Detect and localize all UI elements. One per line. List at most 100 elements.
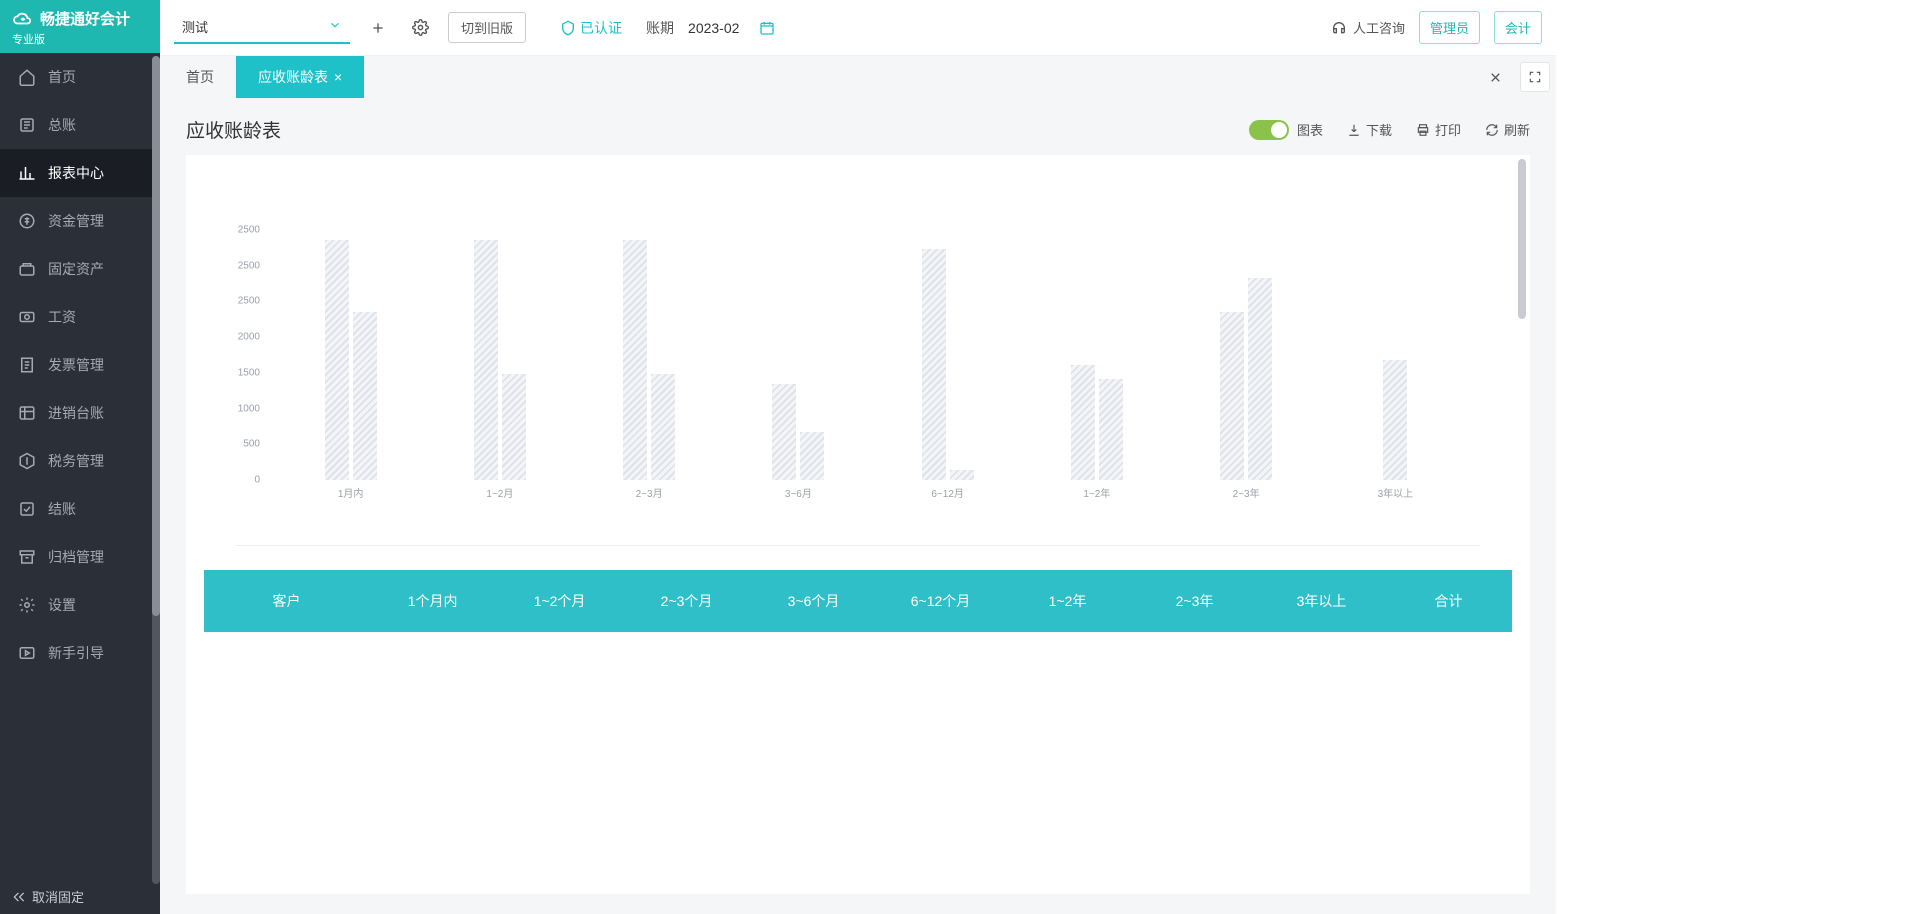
calendar-icon <box>759 20 775 36</box>
period-picker[interactable] <box>753 14 781 42</box>
x-category-label: 1~2年 <box>1083 485 1110 500</box>
chart-y-axis: 0500100015002000250025002500 <box>226 230 266 480</box>
sidebar-item-tax[interactable]: 税务管理 <box>0 437 160 485</box>
chart-toggle[interactable] <box>1249 120 1289 140</box>
bar-group <box>1071 365 1123 480</box>
plus-icon <box>370 20 386 36</box>
close-icon <box>18 500 36 518</box>
sidebar-item-stock[interactable]: 进销台账 <box>0 389 160 437</box>
certified-label: 已认证 <box>580 18 622 38</box>
bar-group <box>772 384 824 480</box>
sidebar-item-guide[interactable]: 新手引导 <box>0 629 160 677</box>
nav-label: 工资 <box>48 307 76 327</box>
aging-chart: 0500100015002000250025002500 1月内1~2月2~3月… <box>186 155 1530 545</box>
table-column-header: 1个月内 <box>369 591 496 611</box>
sidebar-item-home[interactable]: 首页 <box>0 53 160 101</box>
role-accountant-button[interactable]: 会计 <box>1494 11 1542 44</box>
gear-icon <box>412 19 429 36</box>
sidebar-item-invoice[interactable]: 发票管理 <box>0 341 160 389</box>
tab-label: 应收账龄表 <box>258 67 328 87</box>
main: 测试 切到旧版 已认证 账期 2023-02 <box>160 0 1556 914</box>
settings-button[interactable] <box>406 14 434 42</box>
brand-name: 畅捷通好会计 <box>40 8 130 29</box>
sidebar-item-archive[interactable]: 归档管理 <box>0 533 160 581</box>
nav-label: 进销台账 <box>48 403 104 423</box>
sidebar-unpin[interactable]: 取消固定 <box>0 879 160 914</box>
fullscreen-button[interactable] <box>1520 62 1550 92</box>
nav-label: 设置 <box>48 595 76 615</box>
close-icon <box>1488 70 1503 85</box>
sidebar-item-fund[interactable]: 资金管理 <box>0 197 160 245</box>
salary-icon <box>18 308 36 326</box>
print-label: 打印 <box>1435 120 1461 139</box>
role-admin-button[interactable]: 管理员 <box>1419 11 1480 44</box>
org-selector[interactable]: 测试 <box>174 11 350 44</box>
y-tick: 2500 <box>238 225 260 236</box>
home-icon <box>18 68 36 86</box>
tab-label: 首页 <box>186 67 214 87</box>
table-column-header: 2~3年 <box>1131 591 1258 611</box>
sidebar-item-asset[interactable]: 固定资产 <box>0 245 160 293</box>
sidebar-item-settings[interactable]: 设置 <box>0 581 160 629</box>
print-button[interactable]: 打印 <box>1416 120 1461 139</box>
table-column-header: 6~12个月 <box>877 591 1004 611</box>
period-label: 账期 <box>646 18 674 38</box>
table-column-header: 客户 <box>204 591 369 611</box>
bar-series1 <box>474 240 498 480</box>
sidebar-item-close[interactable]: 结账 <box>0 485 160 533</box>
ledger-icon <box>18 116 36 134</box>
bar-series1 <box>772 384 796 480</box>
nav-label: 发票管理 <box>48 355 104 375</box>
switch-old-button[interactable]: 切到旧版 <box>448 12 526 43</box>
brand-edition: 专业版 <box>12 31 148 47</box>
close-all-tabs[interactable] <box>1480 62 1510 92</box>
bar-series1 <box>1071 365 1095 480</box>
topbar: 测试 切到旧版 已认证 账期 2023-02 <box>160 0 1556 56</box>
sidebar-item-report[interactable]: 报表中心 <box>0 149 160 197</box>
refresh-label: 刷新 <box>1504 120 1530 139</box>
add-button[interactable] <box>364 14 392 42</box>
x-category-label: 2~3月 <box>636 485 663 500</box>
report-icon <box>18 164 36 182</box>
x-category-label: 1月内 <box>338 485 364 500</box>
chevron-down-icon <box>328 18 342 35</box>
settings-icon <box>18 596 36 614</box>
tab[interactable]: 应收账龄表 × <box>236 56 364 98</box>
table-column-header: 2~3个月 <box>623 591 750 611</box>
x-category-label: 1~2月 <box>486 485 513 500</box>
support-link[interactable]: 人工咨询 <box>1331 18 1405 37</box>
sidebar-item-ledger[interactable]: 总账 <box>0 101 160 149</box>
y-tick: 1500 <box>238 367 260 378</box>
bar-series1 <box>325 240 349 480</box>
download-button[interactable]: 下载 <box>1347 120 1392 139</box>
unpin-label: 取消固定 <box>32 887 84 906</box>
table-header: 客户1个月内1~2个月2~3个月3~6个月6~12个月1~2年2~3年3年以上合… <box>204 570 1512 632</box>
y-tick: 2500 <box>238 260 260 271</box>
sidebar-item-salary[interactable]: 工资 <box>0 293 160 341</box>
tab[interactable]: 首页 <box>164 56 236 98</box>
tab-close-icon[interactable]: × <box>334 69 342 85</box>
brand-block: 畅捷通好会计 专业版 <box>0 0 160 53</box>
aging-table: 客户1个月内1~2个月2~3个月3~6个月6~12个月1~2年2~3年3年以上合… <box>186 546 1530 632</box>
support-label: 人工咨询 <box>1353 18 1405 37</box>
refresh-button[interactable]: 刷新 <box>1485 120 1530 139</box>
print-icon <box>1416 123 1430 137</box>
asset-icon <box>18 260 36 278</box>
bar-group <box>474 240 526 480</box>
bar-group <box>922 249 974 480</box>
bar-series1 <box>1383 360 1407 480</box>
nav-label: 新手引导 <box>48 643 104 663</box>
archive-icon <box>18 548 36 566</box>
nav-label: 结账 <box>48 499 76 519</box>
guide-icon <box>18 644 36 662</box>
y-tick: 1000 <box>238 403 260 414</box>
shield-icon <box>560 20 576 36</box>
sidebar-scrollbar[interactable] <box>152 56 160 884</box>
table-column-header: 3~6个月 <box>750 591 877 611</box>
x-category-label: 3年以上 <box>1378 485 1414 500</box>
bar-group <box>623 240 675 480</box>
app-root: 畅捷通好会计 专业版 首页总账报表中心资金管理固定资产工资发票管理进销台账税务管… <box>0 0 1556 914</box>
org-name: 测试 <box>182 17 208 36</box>
bar-series2 <box>1099 379 1123 480</box>
y-tick: 2500 <box>238 296 260 307</box>
